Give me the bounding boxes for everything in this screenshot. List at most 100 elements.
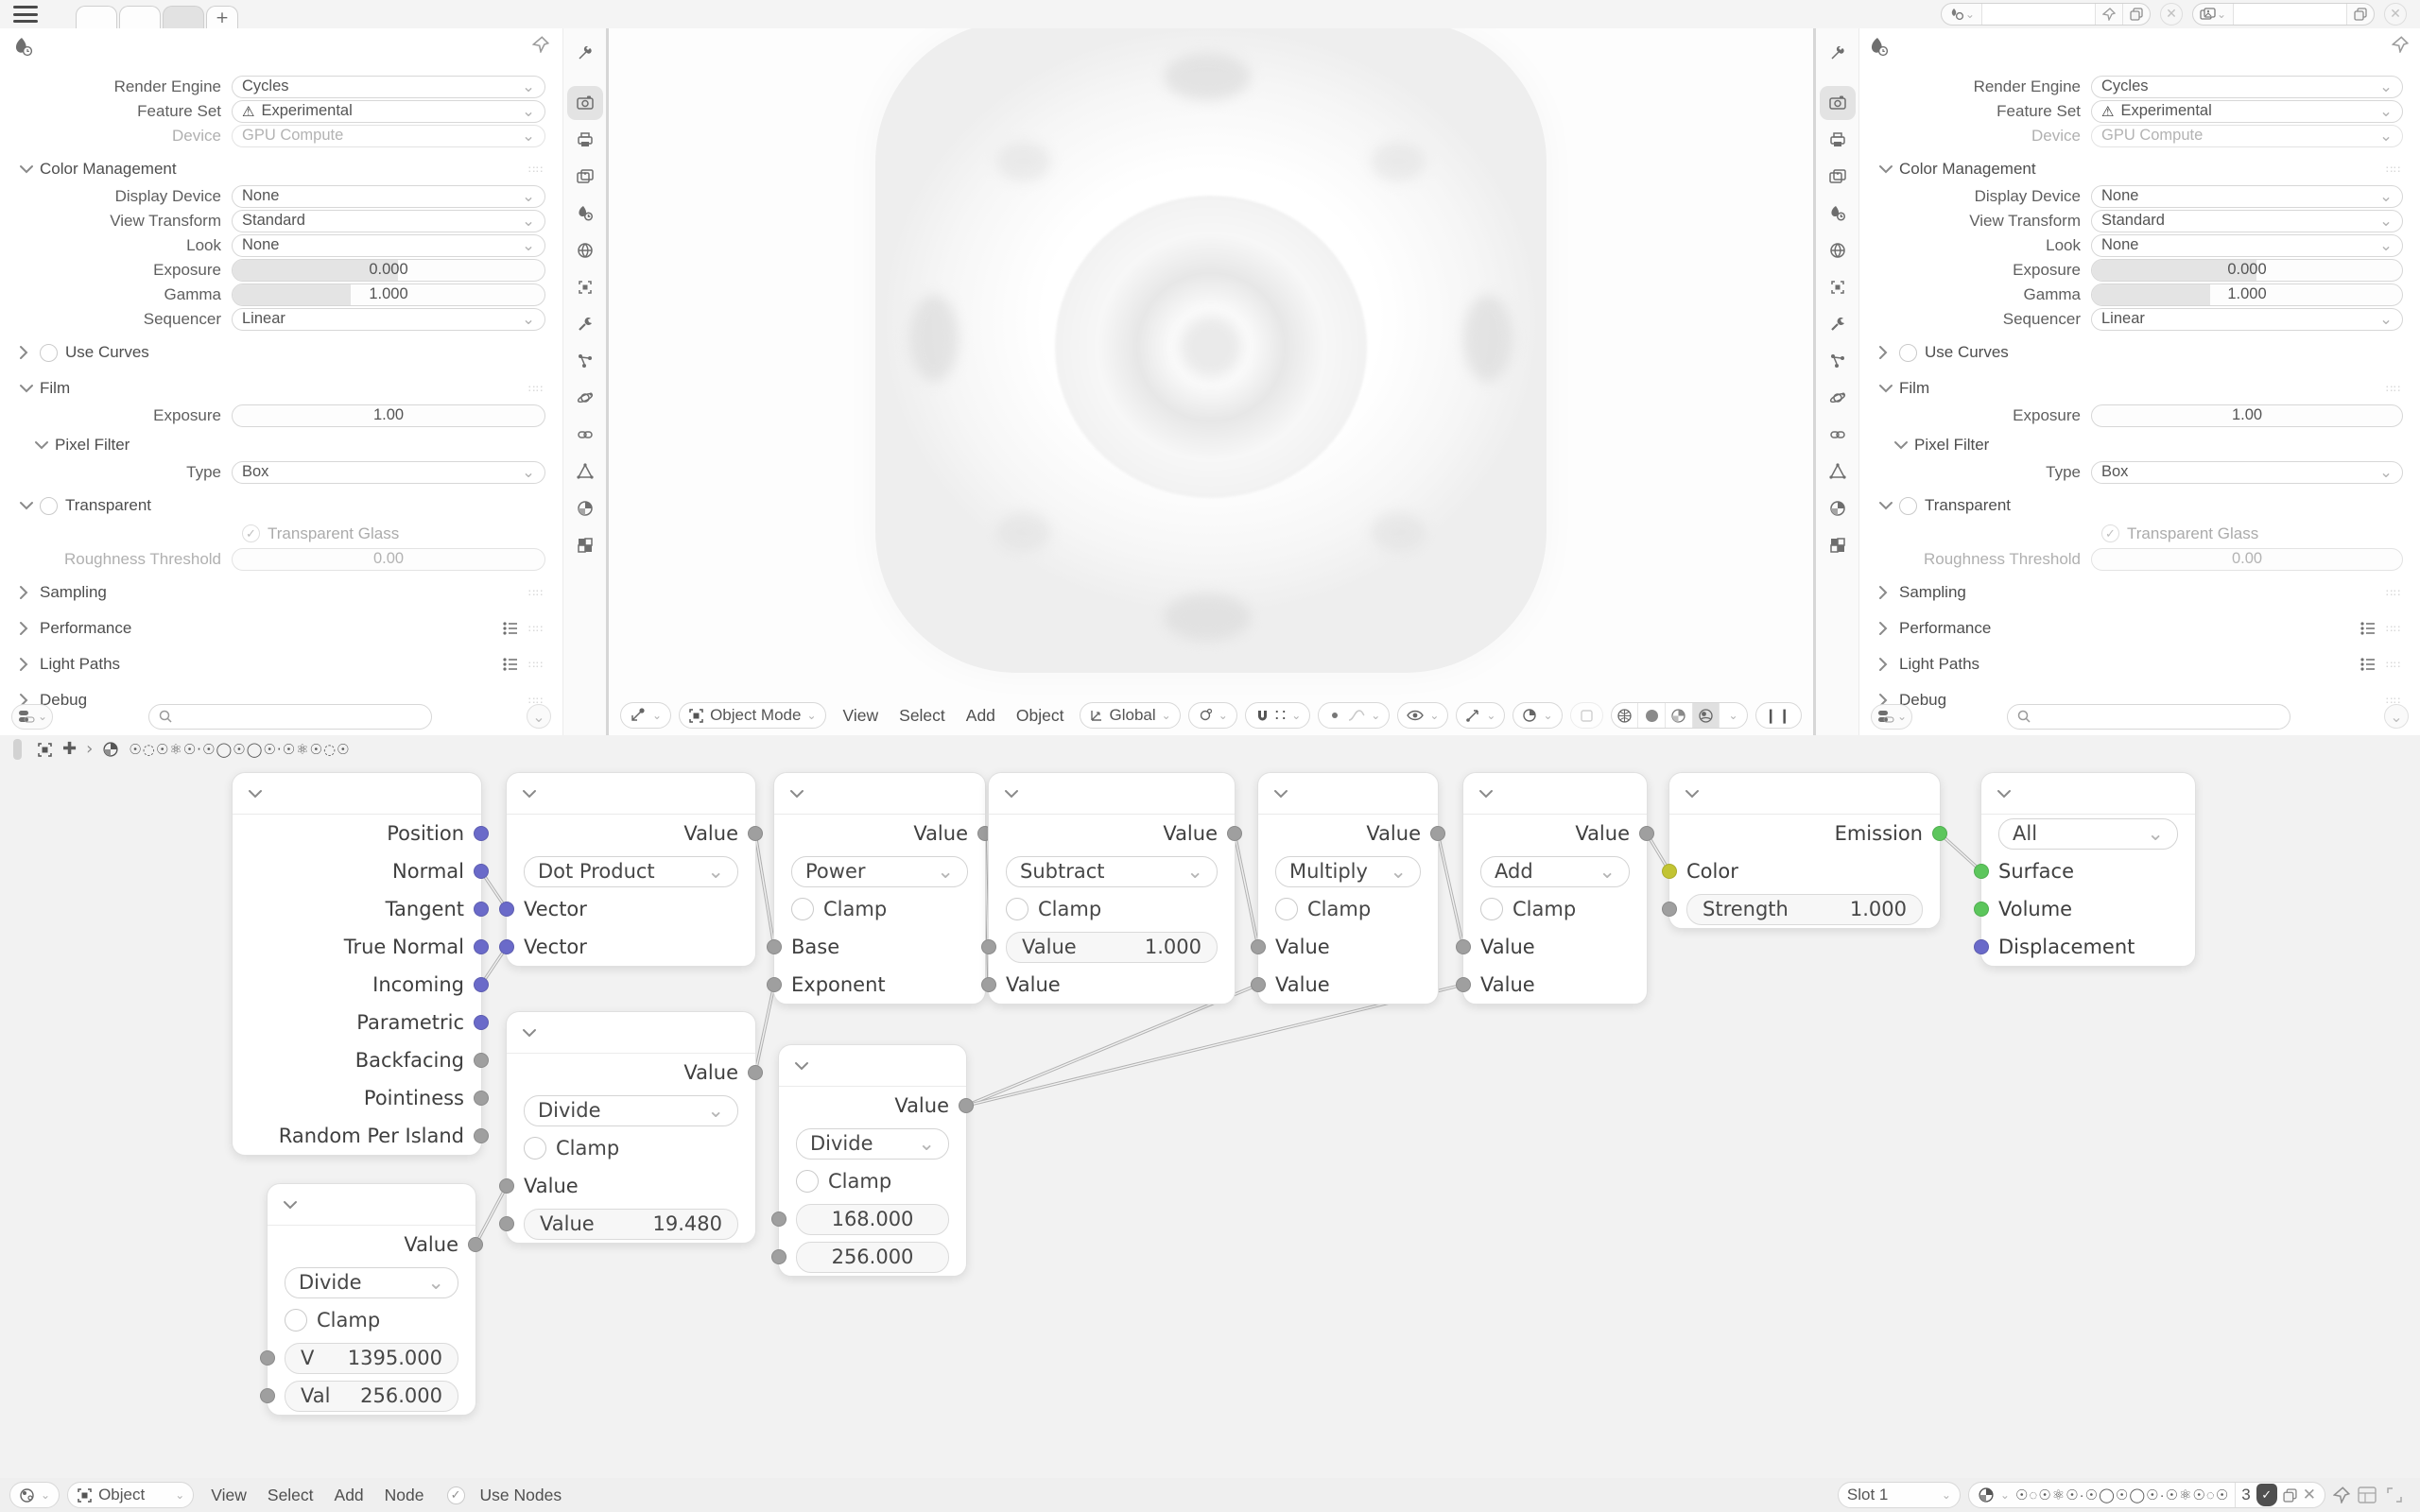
node-dropdown[interactable]: Add ⌄ bbox=[1480, 855, 1630, 887]
socket-value[interactable] bbox=[260, 1350, 275, 1366]
tab-world[interactable] bbox=[1820, 233, 1856, 267]
presets-icon[interactable] bbox=[502, 621, 519, 636]
grip-dots-icon[interactable]: ∷∷ bbox=[528, 623, 544, 635]
clamp-checkbox[interactable]: Clamp bbox=[1006, 898, 1101, 920]
socket-vector[interactable] bbox=[474, 826, 489, 841]
socket-value[interactable] bbox=[499, 1216, 514, 1231]
viewlayer-datablock-selector[interactable]: ⌄ bbox=[2191, 3, 2375, 26]
section-use-curves[interactable]: Use Curves bbox=[1859, 338, 2420, 367]
checkbox-row-transparent-glass[interactable]: Transparent Glass bbox=[2101, 522, 2420, 545]
tab-object[interactable] bbox=[1820, 270, 1856, 304]
node-multiply[interactable]: Value Multiply ⌄ Clamp Value Value bbox=[1251, 772, 1445, 1005]
section-debug[interactable]: Debug ∷∷ bbox=[1859, 686, 2420, 714]
grip-dots-icon[interactable]: ∷∷ bbox=[528, 695, 544, 707]
menu-view[interactable]: View bbox=[211, 1485, 247, 1504]
section-performance[interactable]: Performance ∷∷ bbox=[1859, 614, 2420, 643]
section-pixel-filter[interactable]: Pixel Filter bbox=[1859, 431, 2420, 459]
viewport-3d[interactable]: ⌄ Object Mode ⌄ View Select Add Object Gl… bbox=[609, 28, 1813, 735]
slider-gamma[interactable]: 1.000 bbox=[232, 283, 545, 306]
options-chevron-icon[interactable]: ⌄ bbox=[2384, 704, 2409, 729]
clamp-checkbox[interactable]: Clamp bbox=[791, 898, 887, 920]
node-header[interactable] bbox=[1258, 773, 1438, 815]
socket-value[interactable] bbox=[468, 1237, 483, 1252]
tab-scene[interactable] bbox=[1820, 197, 1856, 231]
properties-search-input[interactable] bbox=[2006, 703, 2290, 730]
dropdown-sequencer[interactable]: Linear ⌄ bbox=[232, 307, 545, 331]
socket-value[interactable] bbox=[260, 1388, 275, 1403]
presets-icon[interactable] bbox=[2360, 621, 2377, 636]
viewlayer-name-field[interactable] bbox=[2234, 4, 2347, 25]
editor-divider[interactable] bbox=[606, 28, 609, 735]
socket-value[interactable] bbox=[474, 1053, 489, 1068]
node-value-field[interactable]: 256.000 bbox=[796, 1241, 949, 1273]
tab-tool[interactable] bbox=[567, 36, 603, 70]
field-exposure[interactable]: 1.00 bbox=[232, 404, 545, 427]
socket-vector[interactable] bbox=[474, 1015, 489, 1030]
node-dropdown[interactable]: Divide ⌄ bbox=[796, 1127, 949, 1160]
shading-material-button[interactable] bbox=[1666, 703, 1693, 728]
node-mathd168[interactable]: Value Divide ⌄ Clamp 168.000 256.000 bbox=[771, 1044, 974, 1277]
grip-dots-icon[interactable]: ∷∷ bbox=[2386, 623, 2401, 635]
shader-type-dropdown[interactable]: Object ⌄ bbox=[67, 1482, 195, 1508]
tab-world[interactable] bbox=[567, 233, 603, 267]
copy-icon[interactable] bbox=[2123, 4, 2150, 25]
render-properties-icon[interactable] bbox=[13, 36, 34, 59]
node-value-field[interactable]: V 1395.000 bbox=[285, 1342, 458, 1374]
dropdown-type[interactable]: Box ⌄ bbox=[2091, 460, 2403, 484]
slider-exposure[interactable]: 0.000 bbox=[2091, 258, 2403, 282]
dropdown-feature-set[interactable]: ⚠ Experimental ⌄ bbox=[232, 99, 545, 123]
dropdown-display-device[interactable]: None ⌄ bbox=[232, 184, 545, 208]
hamburger-menu-icon[interactable] bbox=[13, 6, 38, 23]
node-subtract[interactable]: Value Subtract ⌄ Clamp Value 1.000 Value bbox=[981, 772, 1242, 1005]
editor-type-toggle-icon[interactable]: ⌄ bbox=[1871, 703, 1912, 730]
socket-value[interactable] bbox=[981, 977, 996, 992]
tab-particles[interactable] bbox=[567, 344, 603, 378]
scene-name-field[interactable] bbox=[1981, 4, 2096, 25]
section-light-paths[interactable]: Light Paths ∷∷ bbox=[1859, 650, 2420, 679]
socket-value[interactable] bbox=[748, 1065, 763, 1080]
section-use-curves[interactable]: Use Curves bbox=[0, 338, 562, 367]
material-users-count[interactable]: 3 bbox=[2241, 1486, 2251, 1503]
tab-view-layer[interactable] bbox=[567, 160, 603, 194]
section-film[interactable]: Film ∷∷ bbox=[1859, 374, 2420, 403]
shading-options-chevron[interactable]: ⌄ bbox=[1728, 709, 1738, 722]
node-dropdown[interactable]: Multiply ⌄ bbox=[1275, 855, 1421, 887]
tab-object[interactable] bbox=[567, 270, 603, 304]
socket-value[interactable] bbox=[1639, 826, 1654, 841]
dropdown-view-transform[interactable]: Standard ⌄ bbox=[232, 209, 545, 232]
socket-vector[interactable] bbox=[474, 864, 489, 879]
editor-divider[interactable] bbox=[1813, 28, 1816, 735]
clamp-checkbox[interactable]: Clamp bbox=[285, 1309, 380, 1332]
status-resize-icon[interactable] bbox=[2386, 1486, 2403, 1503]
pin-icon[interactable] bbox=[532, 36, 549, 53]
socket-shader[interactable] bbox=[1932, 826, 1947, 841]
dropdown-type[interactable]: Box ⌄ bbox=[232, 460, 545, 484]
section-film[interactable]: Film ∷∷ bbox=[0, 374, 562, 403]
pivot-point-dropdown[interactable]: ⌄ bbox=[1187, 702, 1237, 729]
socket-vector[interactable] bbox=[499, 939, 514, 954]
node-dropdown[interactable]: Dot Product ⌄ bbox=[524, 855, 738, 887]
tab-particles[interactable] bbox=[1820, 344, 1856, 378]
pin-icon[interactable] bbox=[2096, 4, 2123, 25]
copy-icon[interactable] bbox=[2347, 4, 2374, 25]
node-dropdown[interactable]: Power ⌄ bbox=[791, 855, 968, 887]
dropdown-sequencer[interactable]: Linear ⌄ bbox=[2091, 307, 2403, 331]
tab-constraints[interactable] bbox=[567, 418, 603, 452]
plus-icon[interactable]: ✚ bbox=[62, 739, 78, 759]
section-transparent[interactable]: Transparent bbox=[1859, 491, 2420, 520]
node-header[interactable] bbox=[1669, 773, 1940, 815]
editor-type-toggle-icon[interactable]: ⌄ bbox=[11, 703, 53, 730]
socket-shader[interactable] bbox=[1974, 864, 1989, 879]
proportional-editing-controls[interactable]: ⌄ bbox=[1318, 702, 1391, 729]
tab-tool[interactable] bbox=[1820, 36, 1856, 70]
tab-texture[interactable] bbox=[567, 528, 603, 562]
node-header[interactable] bbox=[1463, 773, 1647, 815]
node-vmath[interactable]: Value Dot Product ⌄ Vector Vector bbox=[499, 772, 763, 967]
node-header[interactable] bbox=[268, 1184, 475, 1226]
menu-object[interactable]: Object bbox=[1015, 705, 1064, 725]
clamp-checkbox[interactable]: Clamp bbox=[1275, 898, 1371, 920]
socket-value[interactable] bbox=[1227, 826, 1242, 841]
tab-scene[interactable] bbox=[567, 197, 603, 231]
socket-value[interactable] bbox=[474, 1128, 489, 1143]
visibility-dropdown[interactable]: ⌄ bbox=[1397, 702, 1449, 729]
